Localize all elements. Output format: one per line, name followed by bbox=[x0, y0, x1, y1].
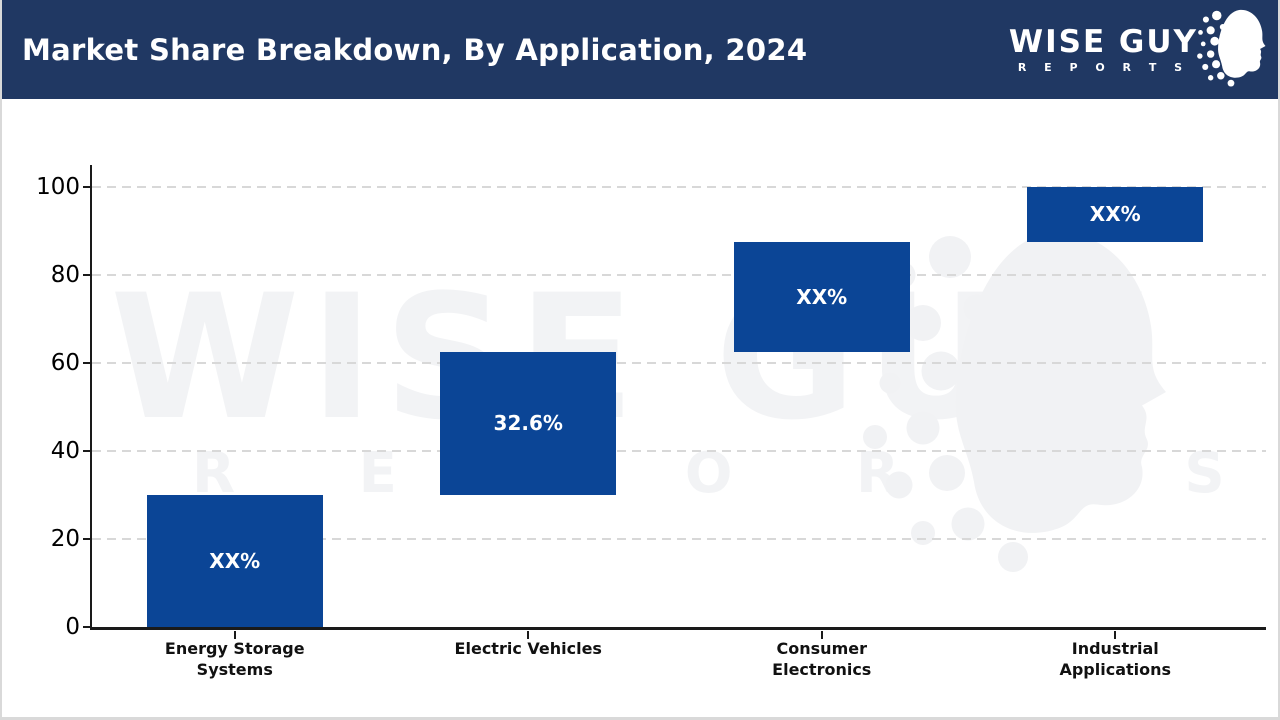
bar-value-label: XX% bbox=[1089, 202, 1141, 227]
y-tick-label: 100 bbox=[36, 174, 80, 200]
y-tick-mark bbox=[83, 186, 90, 188]
gridline bbox=[92, 274, 1266, 276]
bar-value-label: XX% bbox=[796, 284, 848, 309]
bar-segment: XX% bbox=[1027, 187, 1204, 242]
x-category-label: Electric Vehicles bbox=[454, 639, 602, 658]
y-tick-mark bbox=[83, 626, 90, 628]
y-tick-label: 20 bbox=[50, 526, 80, 552]
x-tick-mark bbox=[233, 631, 236, 639]
x-category-label: Consumer Electronics bbox=[772, 639, 872, 679]
x-tick-mark bbox=[527, 631, 530, 639]
bar-segment: XX% bbox=[146, 495, 323, 627]
x-tick-mark bbox=[1114, 631, 1117, 639]
bar-chart-plot: 0 20 40 60 80 100 XX% Energy Storage Systems 32.6… bbox=[36, 165, 1266, 679]
x-category-label: Industrial Applications bbox=[1059, 639, 1172, 679]
x-category-label: Energy Storage Systems bbox=[164, 639, 305, 679]
bar-value-label: 32.6% bbox=[493, 411, 563, 436]
logo-subtext: R E P O R T S bbox=[1017, 60, 1190, 74]
gridline bbox=[92, 538, 1266, 540]
y-tick-mark bbox=[83, 362, 90, 364]
bar-segment: XX% bbox=[733, 241, 910, 352]
brand-logo: WISE GUY R E P O R T S bbox=[1009, 0, 1272, 99]
logo-wordmark: WISE GUY bbox=[1008, 23, 1198, 60]
header: Market Share Breakdown, By Application, … bbox=[2, 0, 1278, 99]
y-tick-mark bbox=[83, 538, 90, 540]
bar-segment: 32.6% bbox=[440, 351, 617, 495]
gridline bbox=[92, 450, 1266, 452]
x-tick-mark bbox=[820, 631, 823, 639]
logo-head-icon bbox=[1197, 9, 1266, 87]
gridline bbox=[92, 362, 1266, 364]
page-title: Market Share Breakdown, By Application, … bbox=[22, 32, 808, 67]
y-tick-mark bbox=[83, 450, 90, 452]
y-tick-label: 0 bbox=[65, 614, 80, 640]
y-tick-mark bbox=[83, 274, 90, 276]
y-tick-label: 80 bbox=[50, 262, 80, 288]
gridline bbox=[92, 186, 1266, 188]
y-tick-label: 40 bbox=[50, 438, 80, 464]
bar-value-label: XX% bbox=[209, 549, 261, 573]
y-tick-label: 60 bbox=[50, 350, 80, 376]
brand-logo-text: WISE GUY R E P O R T S bbox=[1008, 23, 1198, 74]
